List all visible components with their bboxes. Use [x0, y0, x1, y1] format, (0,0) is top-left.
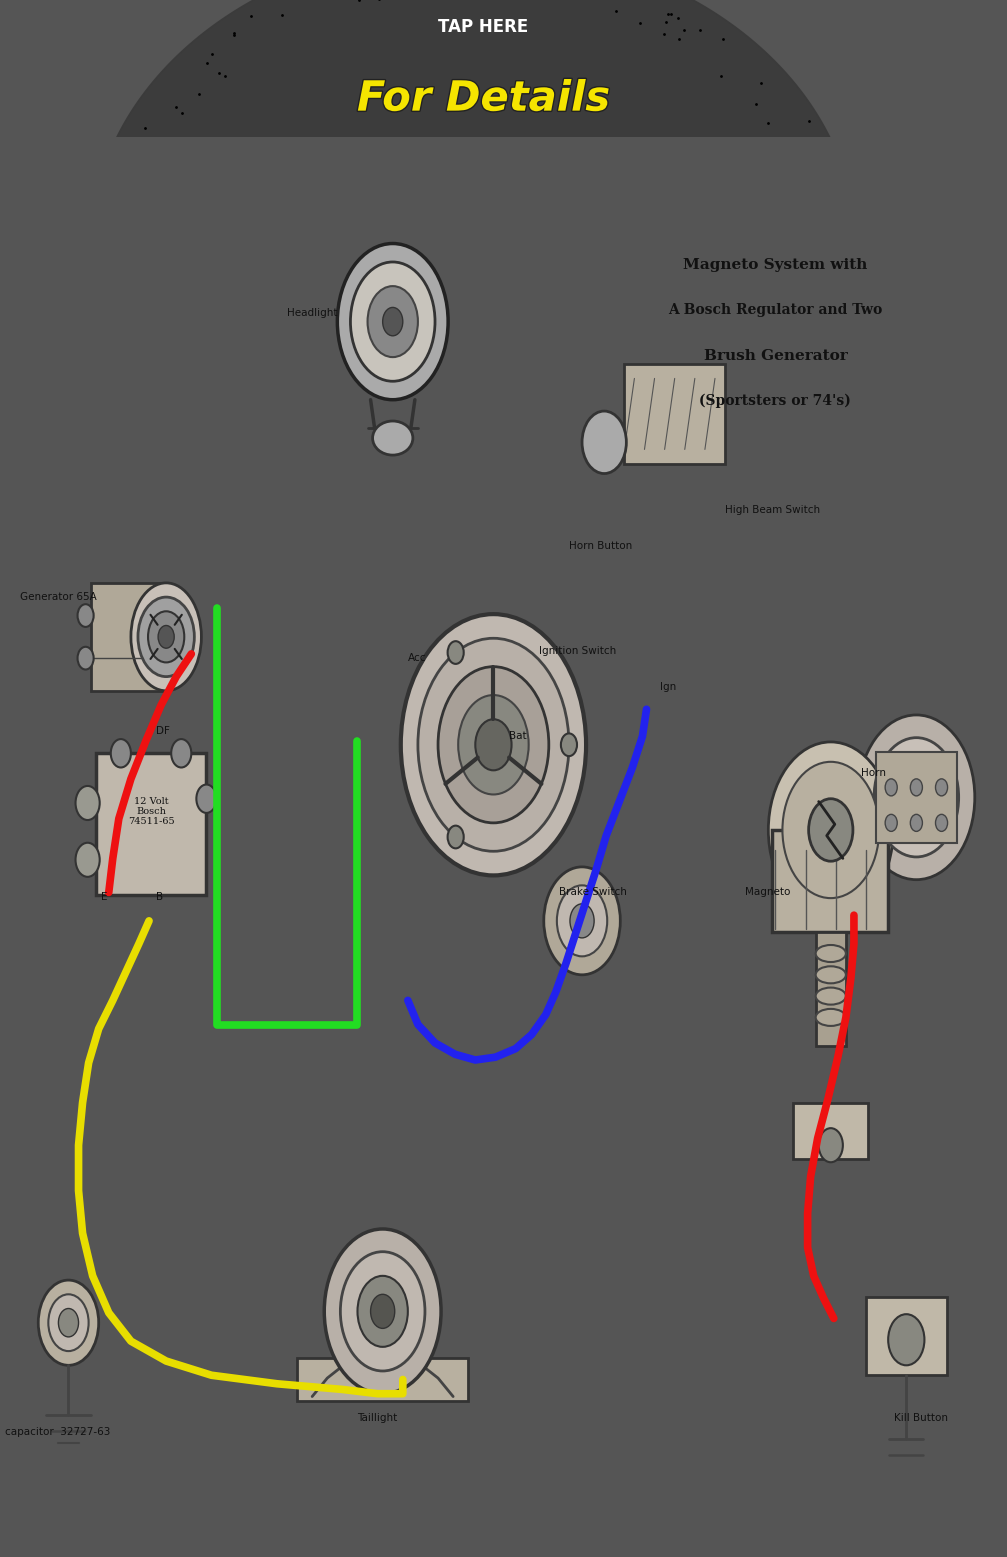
Bar [297, 1358, 468, 1401]
Circle shape [324, 1228, 441, 1394]
Circle shape [148, 612, 184, 662]
Circle shape [76, 842, 100, 877]
Polygon shape [91, 0, 856, 246]
Circle shape [48, 1294, 89, 1351]
Bar [876, 752, 957, 842]
Circle shape [78, 646, 94, 670]
Circle shape [58, 1308, 79, 1337]
Circle shape [936, 814, 948, 831]
Circle shape [858, 715, 975, 880]
Text: Horn Button: Horn Button [569, 540, 632, 551]
Ellipse shape [816, 967, 846, 984]
Circle shape [368, 286, 418, 357]
Text: 12 Volt
Bosch
74511-65: 12 Volt Bosch 74511-65 [128, 797, 174, 827]
Ellipse shape [816, 1009, 846, 1026]
Text: Generator 65A: Generator 65A [20, 592, 97, 603]
Ellipse shape [816, 987, 846, 1004]
Text: For Details: For Details [357, 78, 609, 120]
Text: capacitor  32727-63: capacitor 32727-63 [5, 1428, 111, 1437]
Circle shape [158, 626, 174, 648]
Circle shape [936, 778, 948, 796]
Circle shape [819, 1129, 843, 1162]
Bar [866, 1297, 947, 1375]
Circle shape [447, 825, 463, 849]
Text: Acc: Acc [408, 652, 426, 663]
Circle shape [557, 886, 607, 956]
Ellipse shape [131, 582, 201, 691]
Text: High Beam Switch: High Beam Switch [725, 506, 820, 515]
Text: Brake Switch: Brake Switch [559, 887, 626, 897]
Circle shape [809, 799, 853, 861]
Text: Bat: Bat [509, 732, 527, 741]
Circle shape [888, 1314, 924, 1365]
Bar [816, 933, 846, 1046]
Circle shape [196, 785, 217, 813]
Circle shape [357, 1275, 408, 1347]
Circle shape [582, 411, 626, 473]
Text: Magneto System with: Magneto System with [683, 258, 868, 272]
Circle shape [383, 307, 403, 336]
Circle shape [76, 786, 100, 821]
Circle shape [401, 613, 586, 875]
Circle shape [371, 1294, 395, 1328]
Text: Horn: Horn [861, 768, 886, 778]
Text: A Bosch Regulator and Two: A Bosch Regulator and Two [669, 304, 882, 318]
Circle shape [885, 814, 897, 831]
Circle shape [447, 641, 463, 663]
Bar [793, 1102, 868, 1160]
Bar [624, 364, 725, 464]
Circle shape [561, 733, 577, 757]
Text: Ign: Ign [660, 682, 676, 691]
Text: Brush Generator: Brush Generator [704, 349, 847, 363]
Circle shape [111, 740, 131, 768]
Text: E: E [101, 892, 107, 902]
Circle shape [340, 1252, 425, 1372]
Circle shape [418, 638, 569, 852]
Text: (Sportsters or 74's): (Sportsters or 74's) [700, 394, 851, 408]
Text: Magneto: Magneto [745, 887, 790, 897]
Circle shape [782, 761, 879, 898]
Text: DF: DF [156, 726, 170, 735]
Circle shape [768, 743, 893, 919]
Text: Ignition Switch: Ignition Switch [539, 646, 616, 655]
Circle shape [337, 243, 448, 400]
Circle shape [475, 719, 512, 771]
Bar [96, 754, 206, 895]
Text: TAP HERE: TAP HERE [438, 19, 529, 36]
Bar [91, 582, 166, 691]
Circle shape [910, 778, 922, 796]
Circle shape [544, 867, 620, 975]
Circle shape [874, 738, 959, 856]
Circle shape [38, 1280, 99, 1365]
Circle shape [885, 778, 897, 796]
Bar [772, 830, 888, 933]
Ellipse shape [373, 420, 413, 455]
Circle shape [350, 262, 435, 381]
Circle shape [171, 740, 191, 768]
Text: Headlight: Headlight [287, 308, 337, 318]
Circle shape [438, 666, 549, 822]
Circle shape [570, 903, 594, 937]
Text: Kill Button: Kill Button [894, 1412, 949, 1423]
Ellipse shape [816, 945, 846, 962]
Circle shape [458, 694, 529, 794]
Circle shape [138, 596, 194, 677]
Circle shape [910, 814, 922, 831]
Text: Taillight: Taillight [357, 1412, 398, 1423]
Circle shape [78, 604, 94, 627]
Text: B: B [156, 892, 163, 902]
